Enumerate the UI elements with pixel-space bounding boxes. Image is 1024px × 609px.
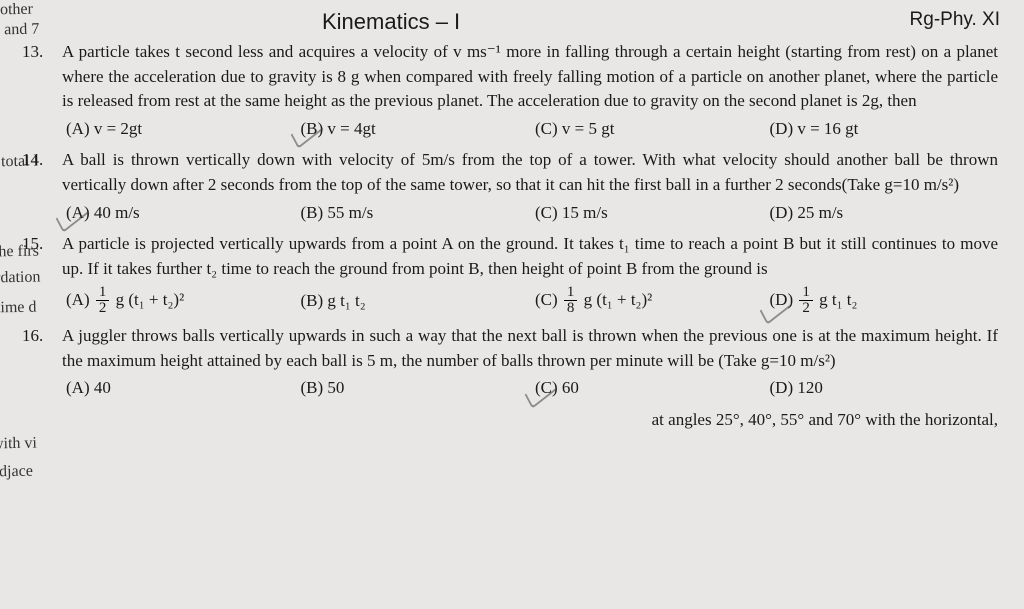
- option-tail: g (t₁ + t₂)²: [111, 290, 184, 309]
- option-a: (A) 40: [62, 375, 297, 402]
- header-code: Rg-Phy. XI: [910, 6, 1000, 34]
- question-text: A ball is thrown vertically down with ve…: [62, 148, 1008, 197]
- fraction: 18: [564, 285, 578, 318]
- page-title: Kinematics – I: [322, 6, 460, 38]
- option-d: (D) 12 g t₁ t₂: [766, 284, 1001, 319]
- option-d: (D) 120: [766, 375, 1001, 402]
- partial-footer: at angles 25°, 40°, 55° and 70° with the…: [62, 408, 1008, 433]
- margin-text: time d: [0, 296, 37, 320]
- option-label: (D): [770, 290, 798, 309]
- question-number: 14.: [22, 148, 43, 173]
- frac-num: 1: [96, 285, 110, 302]
- question-text: A particle is projected vertically upwar…: [62, 232, 1008, 281]
- fraction: 12: [96, 285, 110, 318]
- question-16: 16. A juggler throws balls vertically up…: [62, 324, 1008, 402]
- option-c: (C) 15 m/s: [531, 200, 766, 227]
- option-a: (A) 12 g (t₁ + t₂)²: [62, 284, 297, 319]
- option-c: (C) 60: [531, 375, 766, 402]
- question-14: 14. A ball is thrown vertically down wit…: [62, 148, 1008, 226]
- option-a: (A) 40 m/s: [62, 200, 297, 227]
- option-d: (D) 25 m/s: [766, 200, 1001, 227]
- margin-text: adjace: [0, 460, 33, 484]
- question-number: 13.: [22, 40, 43, 65]
- frac-num: 1: [564, 285, 578, 302]
- question-13: 13. A particle takes t second less and a…: [62, 40, 1008, 143]
- option-label: (A): [66, 290, 94, 309]
- frac-den: 2: [799, 301, 813, 317]
- option-b: (B) g t₁ t₂: [297, 288, 532, 315]
- option-d: (D) v = 16 gt: [766, 116, 1001, 143]
- margin-text: with vi: [0, 432, 37, 456]
- question-text: A juggler throws balls vertically upward…: [62, 324, 1008, 373]
- frac-num: 1: [799, 285, 813, 302]
- frac-den: 8: [564, 301, 578, 317]
- option-b: (B) v = 4gt: [297, 116, 532, 143]
- margin-text: ardation: [0, 266, 41, 290]
- question-number: 15.: [22, 232, 43, 257]
- option-c: (C) 18 g (t₁ + t₂)²: [531, 284, 766, 319]
- option-c: (C) v = 5 gt: [531, 116, 766, 143]
- option-b: (B) 55 m/s: [297, 200, 532, 227]
- option-tail: g (t₁ + t₂)²: [579, 290, 652, 309]
- question-text: A particle takes t second less and acqui…: [62, 40, 1008, 114]
- frac-den: 2: [96, 301, 110, 317]
- footer-text: at angles 25°, 40°, 55° and 70° with the…: [652, 410, 998, 429]
- question-15: 15. A particle is projected vertically u…: [62, 232, 1008, 318]
- question-number: 16.: [22, 324, 43, 349]
- option-a: (A) v = 2gt: [62, 116, 297, 143]
- option-b: (B) 50: [297, 375, 532, 402]
- option-label: (C): [535, 290, 562, 309]
- fraction: 12: [799, 285, 813, 318]
- option-tail: g t₁ t₂: [815, 290, 858, 309]
- margin-text: s and 7: [0, 18, 40, 42]
